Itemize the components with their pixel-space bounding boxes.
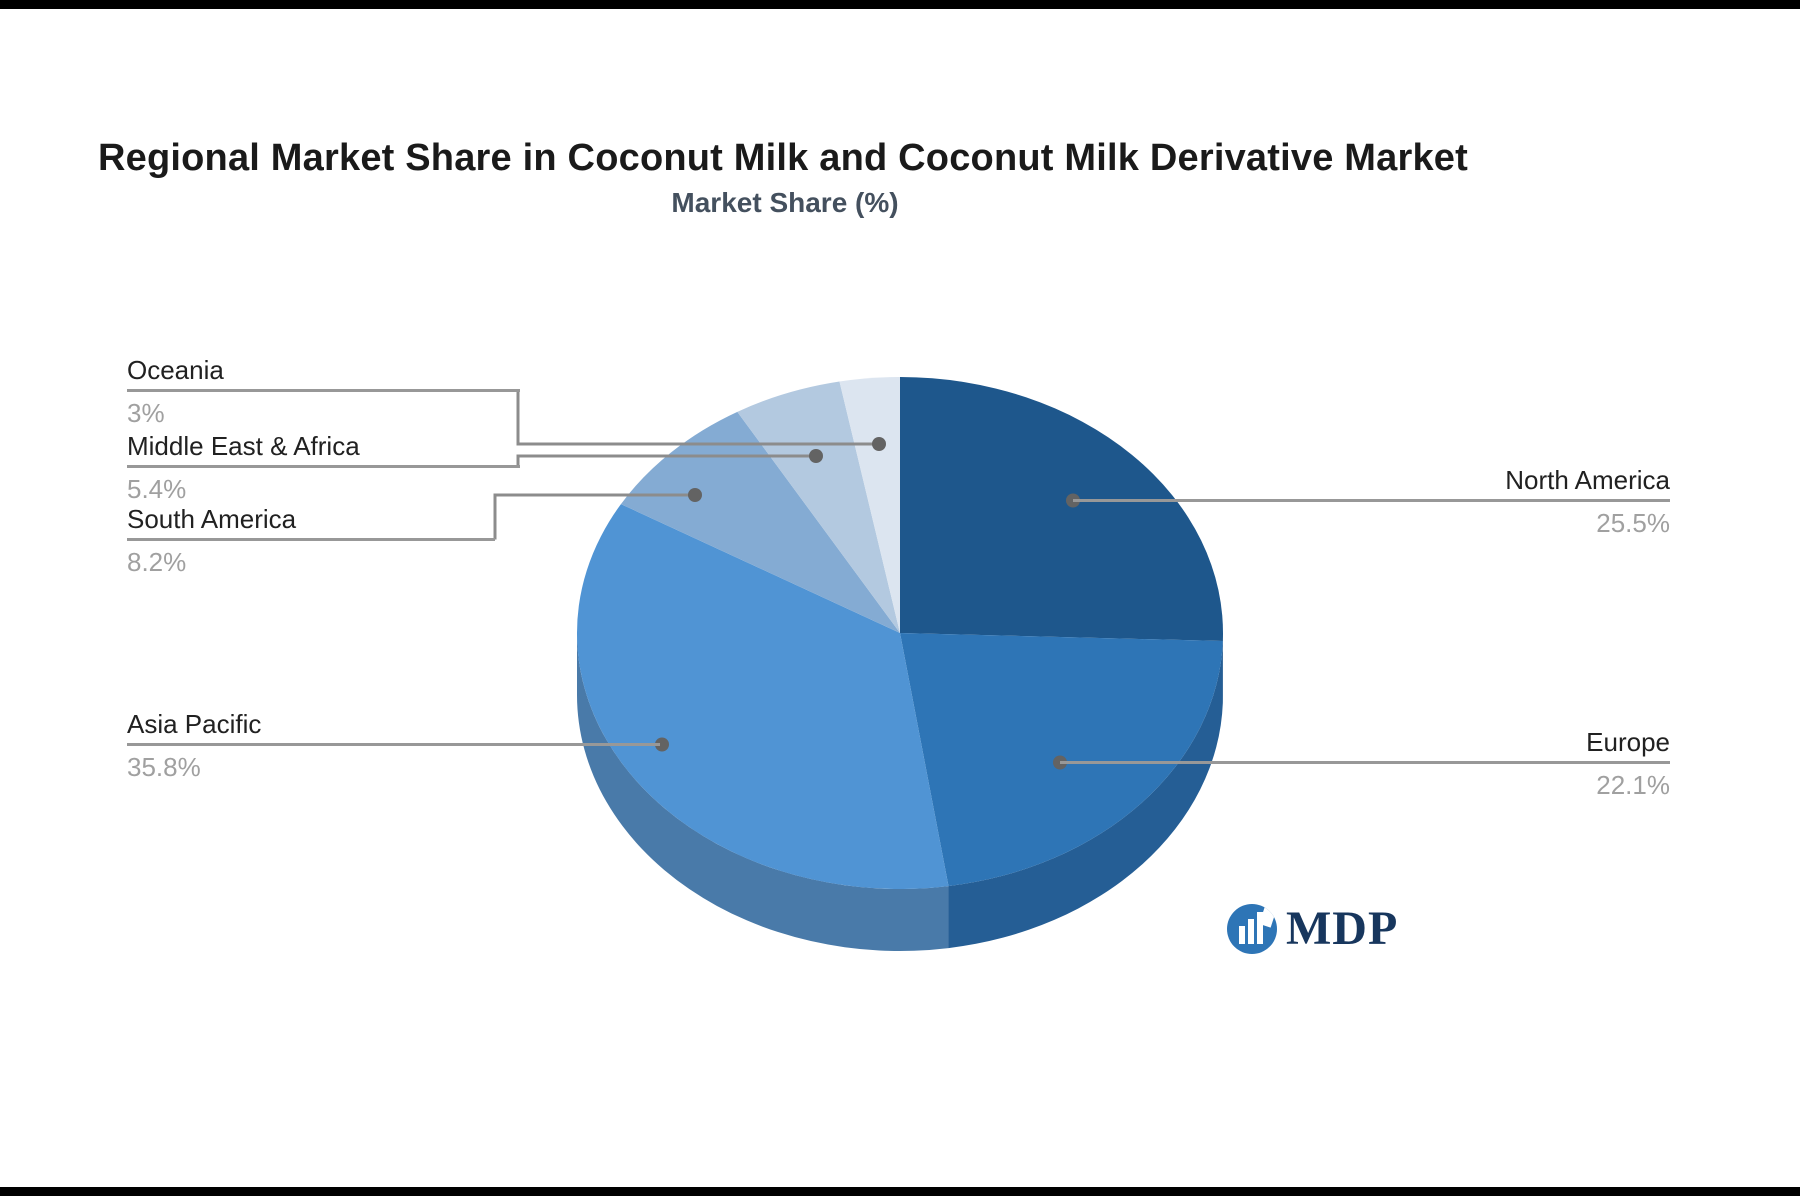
chart-title: Regional Market Share in Coconut Milk an… [97,137,1468,179]
connector-dot-south-america [688,488,702,502]
label-south-america-name: South America [127,504,495,541]
label-europe: Europe 22.1% [1060,727,1670,800]
connector-line-middle-east-and-africa [516,454,816,467]
connector-dot-oceania [872,437,886,451]
connector-line-oceania [516,390,879,446]
label-north-america-name: North America [1073,465,1670,502]
pie-slice-north-america[interactable] [900,377,1223,642]
label-middle-east-africa: Middle East & Africa 5.4% [127,431,520,504]
pie-slice-south-america[interactable] [620,411,900,633]
connector-dot-asia-pacific [655,737,669,752]
pie-slice-side-europe [948,641,1223,949]
connector-dot-middle-east-and-africa [809,449,823,463]
pie-slice-asia-pacific[interactable] [577,504,949,889]
label-south-america: South America 8.2% [127,504,495,577]
label-north-america: North America 25.5% [1073,465,1670,538]
label-oceania: Oceania 3% [127,355,520,428]
pie-slice-side-asia-pacific [577,633,949,951]
label-south-america-value: 8.2% [127,547,187,577]
mdp-logo-icon [1227,903,1277,954]
label-oceania-value: 3% [127,398,165,428]
label-europe-value: 22.1% [1596,770,1670,800]
label-asia-pacific: Asia Pacific 35.8% [127,709,660,782]
connector-line-south-america [493,493,695,540]
label-asia-pacific-value: 35.8% [127,752,201,782]
mdp-logo-text: MDP [1286,902,1399,955]
top-black-bar [0,0,1800,9]
bottom-black-bar [0,1187,1800,1196]
label-oceania-name: Oceania [127,355,520,392]
chart-subtitle: Market Share (%) [671,187,899,218]
label-north-america-value: 25.5% [1596,508,1670,538]
label-europe-name: Europe [1060,727,1670,764]
label-asia-pacific-name: Asia Pacific [127,709,660,746]
mdp-logo: MDP [1226,901,1398,956]
label-middle-east-africa-value: 5.4% [127,474,187,504]
label-middle-east-africa-name: Middle East & Africa [127,431,520,468]
